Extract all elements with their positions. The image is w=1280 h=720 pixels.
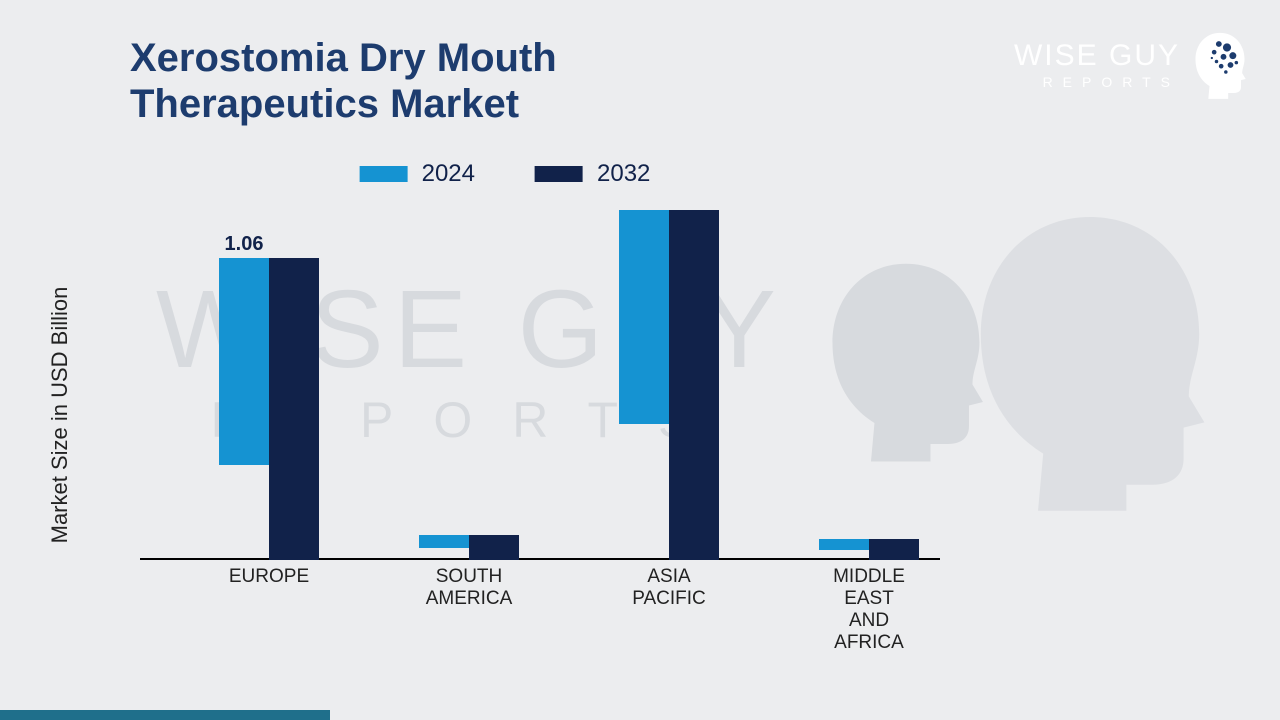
bar — [619, 210, 669, 424]
legend-swatch-2032 — [535, 166, 583, 182]
bar — [419, 535, 469, 549]
bar — [269, 258, 319, 560]
category-label: SOUTHAMERICA — [384, 560, 554, 610]
category-label: MIDDLEEASTANDAFRICA — [784, 560, 954, 653]
bar — [469, 535, 519, 560]
bar — [819, 539, 869, 551]
legend-label-2024: 2024 — [422, 160, 475, 188]
bar-group: SOUTHAMERICA — [404, 535, 534, 560]
bar: 1.06 — [219, 258, 269, 464]
bar — [669, 210, 719, 560]
category-label: ASIAPACIFIC — [584, 560, 754, 610]
category-label: EUROPE — [184, 560, 354, 588]
y-axis-label: Market Size in USD Billion — [47, 287, 73, 544]
bottom-strip — [0, 710, 330, 720]
legend-item-2032: 2032 — [535, 160, 650, 188]
legend: 2024 2032 — [360, 160, 651, 188]
legend-swatch-2024 — [360, 166, 408, 182]
logo-top: WISE GUY — [1014, 41, 1180, 71]
bar-group: 1.06EUROPE — [204, 258, 334, 560]
logo-head-icon — [1190, 30, 1250, 100]
brand-logo: WISE GUY REPORTS — [1014, 30, 1250, 100]
logo-bottom: REPORTS — [1014, 75, 1180, 89]
legend-label-2032: 2032 — [597, 160, 650, 188]
bar-value-label: 1.06 — [225, 233, 264, 258]
bar — [869, 539, 919, 560]
bar-group: MIDDLEEASTANDAFRICA — [804, 539, 934, 560]
plot-region: 1.06EUROPE SOUTHAMERICA ASIAPACIFIC MIDDLEE… — [140, 200, 940, 560]
legend-item-2024: 2024 — [360, 160, 475, 188]
bar-group: ASIAPACIFIC — [604, 210, 734, 560]
chart-area: Market Size in USD Billion 2024 2032 1.0… — [70, 160, 940, 670]
chart-title: Xerostomia Dry Mouth Therapeutics Market — [130, 35, 770, 127]
